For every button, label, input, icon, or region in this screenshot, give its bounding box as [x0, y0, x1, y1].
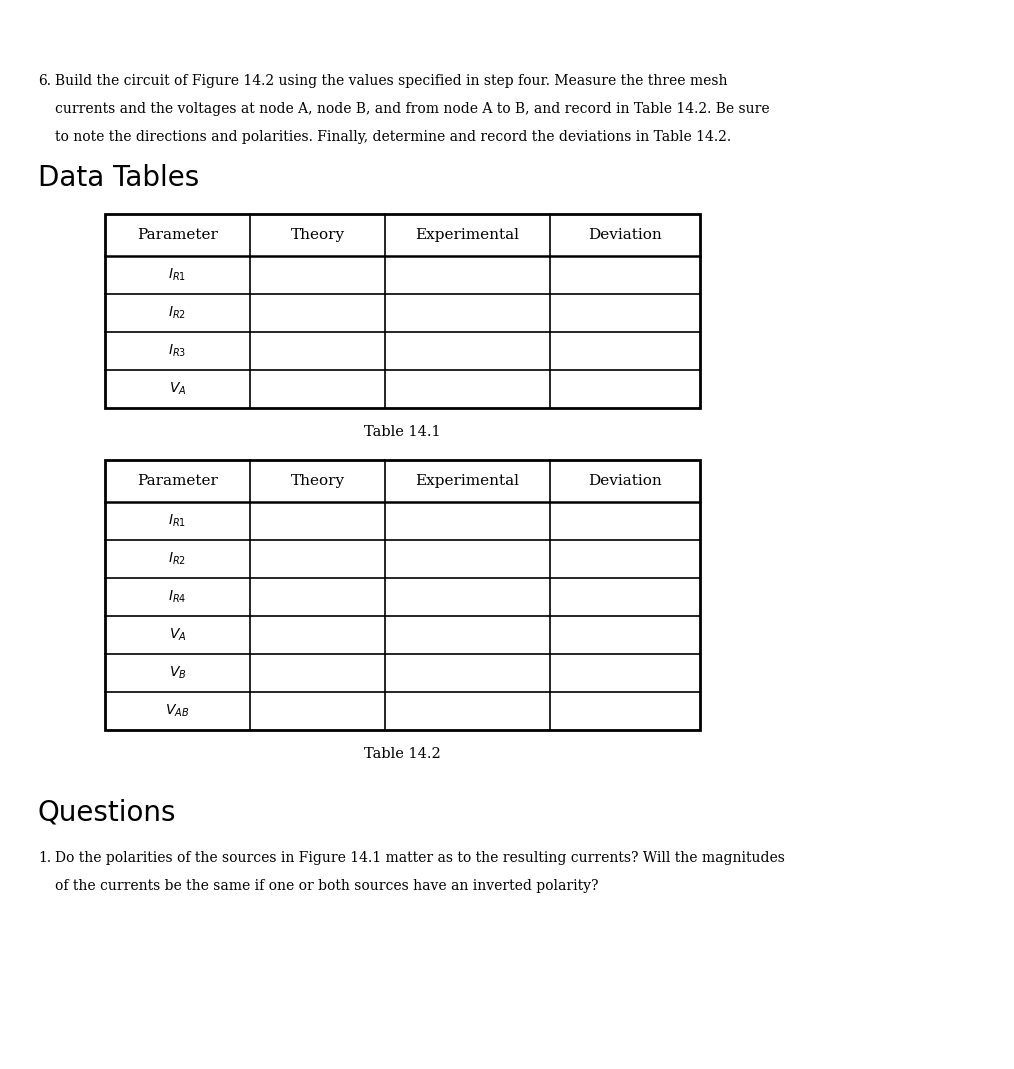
Text: Table 14.2: Table 14.2 [364, 747, 441, 761]
Text: $V_{B}$: $V_{B}$ [168, 665, 187, 681]
Bar [105, 214, 700, 408]
Text: Deviation: Deviation [588, 228, 662, 242]
Text: Build the circuit of Figure 14.2 using the values specified in step four. Measur: Build the circuit of Figure 14.2 using t… [55, 74, 727, 88]
Text: $I_{R1}$: $I_{R1}$ [168, 267, 187, 283]
Text: Deviation: Deviation [588, 474, 662, 489]
Text: $V_{A}$: $V_{A}$ [168, 381, 187, 398]
Text: of the currents be the same if one or both sources have an inverted polarity?: of the currents be the same if one or bo… [55, 879, 598, 893]
Text: $V_{A}$: $V_{A}$ [168, 626, 187, 644]
Text: Theory: Theory [290, 228, 345, 242]
Text: Data Tables: Data Tables [38, 164, 199, 192]
Text: 6.: 6. [38, 74, 51, 88]
Text: 1.: 1. [38, 851, 51, 865]
Text: Parameter: Parameter [137, 228, 218, 242]
Text: $I_{R2}$: $I_{R2}$ [168, 305, 187, 321]
Text: Experimental: Experimental [416, 228, 519, 242]
Text: Table 14.1: Table 14.1 [364, 425, 441, 439]
Text: Theory: Theory [290, 474, 345, 489]
Text: Parameter: Parameter [137, 474, 218, 489]
Text: $I_{R1}$: $I_{R1}$ [168, 513, 187, 529]
Bar [105, 460, 700, 730]
Text: currents and the voltages at node A, node B, and from node A to B, and record in: currents and the voltages at node A, nod… [55, 102, 770, 117]
Text: to note the directions and polarities. Finally, determine and record the deviati: to note the directions and polarities. F… [55, 130, 731, 144]
Text: $I_{R4}$: $I_{R4}$ [168, 589, 187, 605]
Text: $I_{R2}$: $I_{R2}$ [168, 551, 187, 568]
Text: Experimental: Experimental [416, 474, 519, 489]
Text: $V_{AB}$: $V_{AB}$ [165, 702, 190, 719]
Text: Do the polarities of the sources in Figure 14.1 matter as to the resulting curre: Do the polarities of the sources in Figu… [55, 851, 785, 865]
Text: Questions: Questions [38, 799, 176, 827]
Text: $I_{R3}$: $I_{R3}$ [168, 343, 187, 359]
